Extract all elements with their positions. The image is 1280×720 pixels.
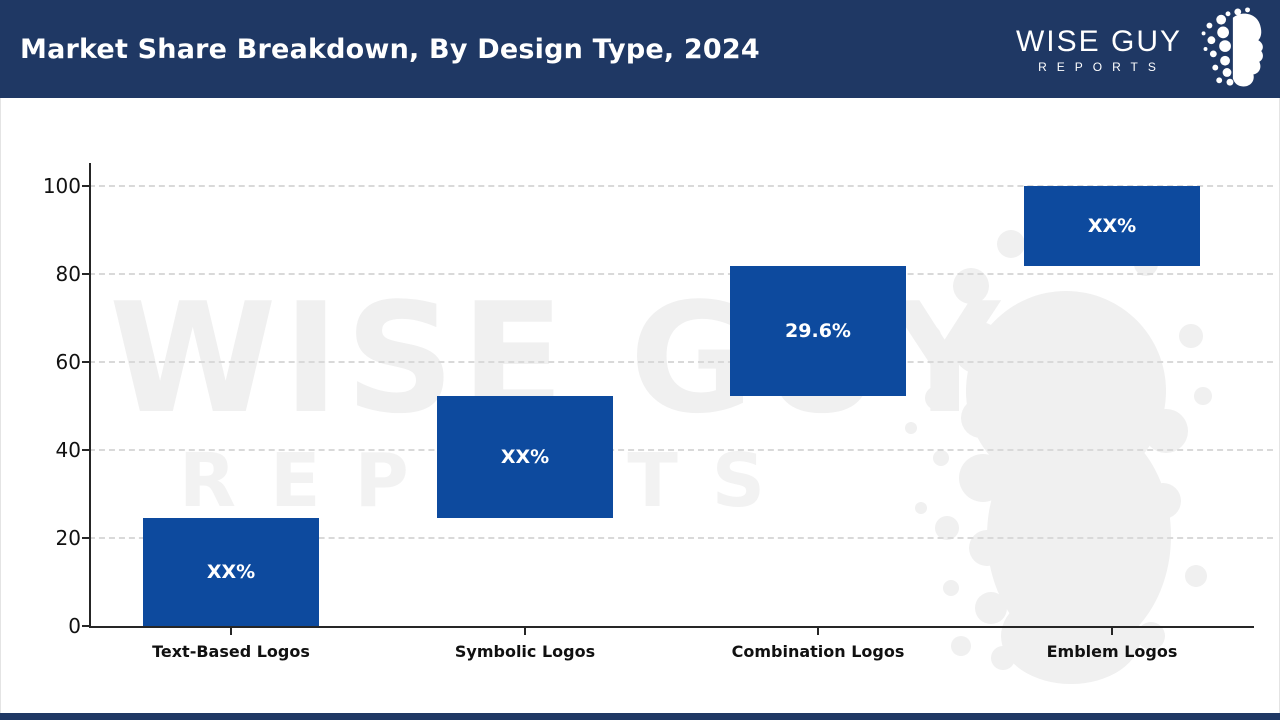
logo-face-icon [1201, 7, 1263, 87]
x-axis-line [89, 626, 1254, 628]
page-title: Market Share Breakdown, By Design Type, … [20, 33, 760, 65]
bar [730, 265, 906, 397]
x-category-label: Emblem Logos [1046, 642, 1178, 661]
y-axis-line [89, 163, 91, 628]
x-category-label: Symbolic Logos [454, 642, 596, 661]
footer-bar [0, 713, 1280, 720]
bar-value-label: XX% [500, 446, 550, 469]
header-bar: Market Share Breakdown, By Design Type, … [0, 0, 1280, 98]
bar-value-label: XX% [206, 561, 256, 584]
y-tick-mark [82, 360, 89, 363]
y-tick-mark [82, 448, 89, 451]
watermark-face-icon [905, 218, 1212, 684]
plot-area: 0 20 40 60 80 100 XX% Text-Based Logos XX% Symbol… [1, 98, 1280, 713]
gridline [89, 272, 1273, 275]
logo-wordmark: WISE GUY REPORTS [1016, 25, 1182, 74]
y-tick-mark [82, 625, 89, 627]
bar-value-label: XX% [1087, 214, 1137, 237]
y-tick-label: 20 [55, 525, 81, 550]
y-tick-mark [82, 184, 89, 187]
bar [143, 518, 319, 626]
gridline [89, 448, 1273, 451]
y-tick-label: 80 [55, 261, 81, 286]
y-tick-label: 0 [68, 614, 81, 638]
x-tick-mark [230, 628, 232, 635]
y-tick-mark [82, 536, 89, 539]
bar [437, 396, 613, 519]
x-tick-mark [524, 628, 526, 635]
x-category-label: Text-Based Logos [152, 642, 310, 661]
logo-wordmark-bottom: REPORTS [1038, 59, 1166, 74]
logo-wordmark-top: WISE GUY [1015, 24, 1182, 58]
x-tick-mark [1111, 628, 1113, 635]
bar [1024, 185, 1200, 266]
brand-logo: WISE GUY REPORTS [1016, 6, 1272, 92]
gridline [89, 536, 1273, 539]
gridline [89, 184, 1273, 187]
y-tick-label: 40 [55, 437, 81, 462]
x-tick-mark [817, 628, 819, 635]
gridline [89, 360, 1273, 363]
x-category-label: Combination Logos [731, 642, 905, 661]
y-tick-mark [82, 272, 89, 275]
y-tick-label: 100 [42, 173, 81, 198]
y-tick-label: 60 [55, 349, 81, 374]
bar-value-label: 29.6% [785, 319, 851, 342]
